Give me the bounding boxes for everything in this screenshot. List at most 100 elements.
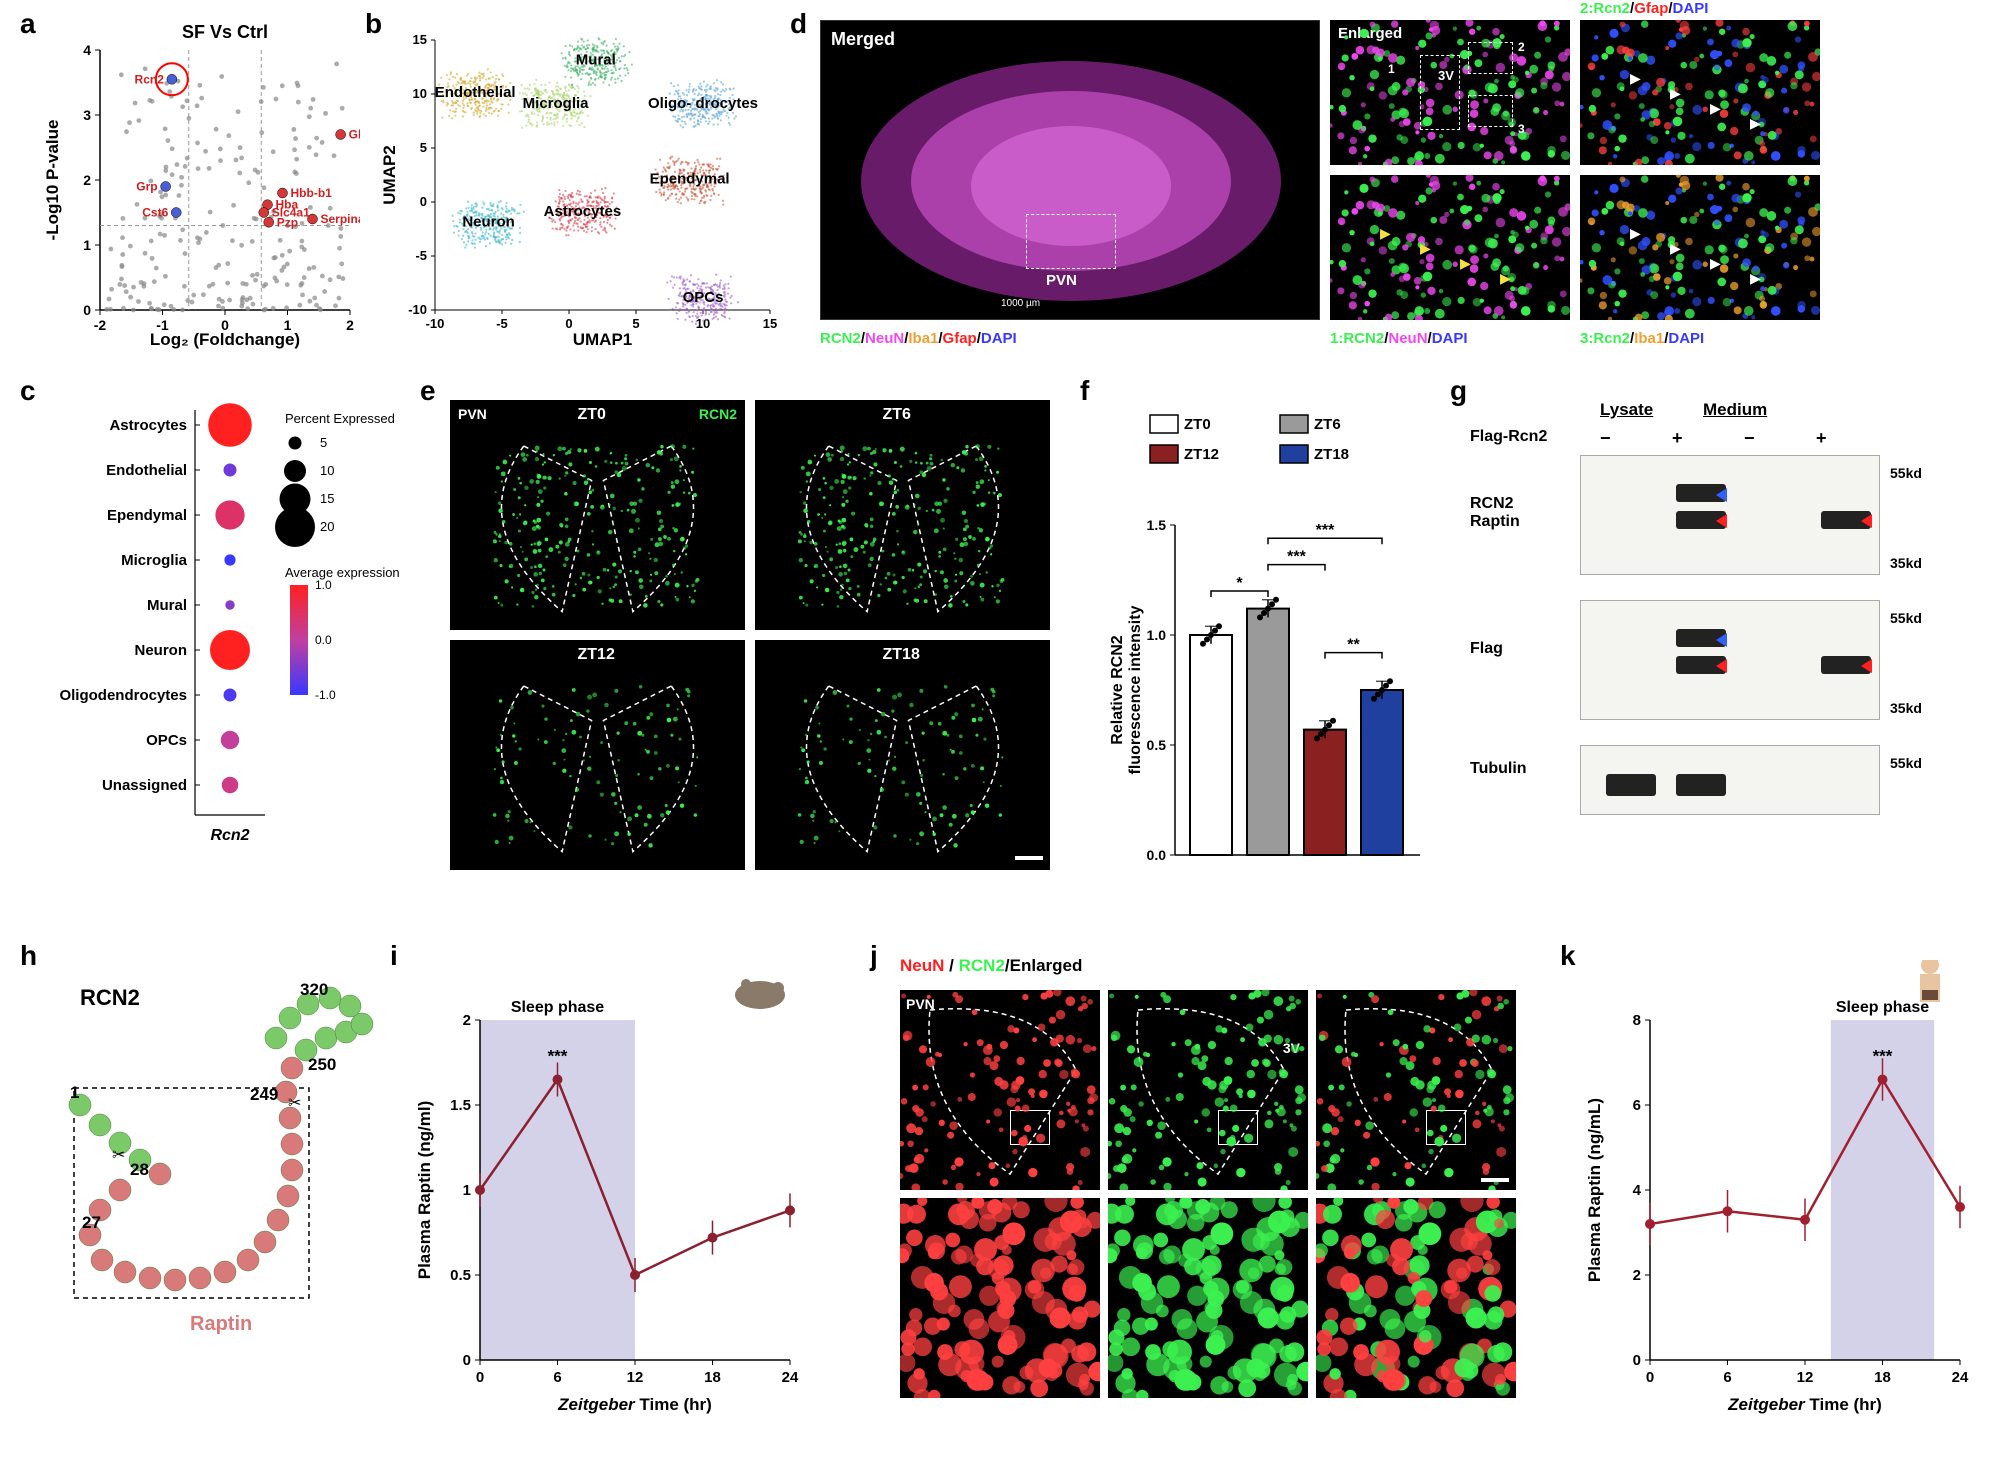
svg-text:Cst6: Cst6 (142, 206, 168, 220)
svg-text:Rcn2: Rcn2 (210, 827, 249, 844)
protein-schematic-h: RCN2✂✂12728249250320Raptin (40, 960, 380, 1440)
svg-text:Relative RCN2: Relative RCN2 (1109, 635, 1126, 744)
line-chart-k: Sleep phase0612182402468***Zeitgeber Tim… (1580, 960, 1980, 1440)
svg-text:0: 0 (1633, 1352, 1641, 1369)
svg-text:1: 1 (83, 237, 91, 253)
svg-text:12: 12 (627, 1369, 644, 1386)
svg-text:24: 24 (782, 1369, 799, 1386)
svg-text:5: 5 (420, 140, 427, 155)
svg-text:28: 28 (130, 1160, 149, 1179)
svg-text:RCN2: RCN2 (80, 985, 140, 1010)
svg-text:Microglia: Microglia (121, 552, 188, 569)
svg-text:0: 0 (83, 302, 91, 318)
svg-text:1: 1 (463, 1182, 471, 1199)
svg-text:0: 0 (565, 316, 572, 331)
svg-text:27: 27 (82, 1213, 101, 1232)
panel-letter-h: h (20, 940, 37, 972)
svg-text:-10: -10 (426, 316, 445, 331)
svg-text:10: 10 (413, 86, 427, 101)
svg-text:✂: ✂ (288, 1095, 301, 1112)
bar-chart-f: ZT0ZT6ZT12ZT180.00.51.01.5*********Relat… (1100, 395, 1440, 895)
svg-text:***: *** (1287, 549, 1306, 566)
svg-text:-5: -5 (496, 316, 508, 331)
svg-text:**: ** (1347, 637, 1360, 654)
svg-text:UMAP1: UMAP1 (573, 330, 633, 349)
svg-text:1.5: 1.5 (1147, 517, 1167, 533)
svg-text:Raptin: Raptin (190, 1313, 252, 1335)
svg-text:0.0: 0.0 (315, 633, 332, 647)
svg-text:Ependymal: Ependymal (650, 170, 730, 187)
svg-text:OPCs: OPCs (146, 732, 187, 749)
svg-text:6: 6 (553, 1369, 561, 1386)
svg-text:Glrx5: Glrx5 (349, 128, 360, 142)
svg-text:Sleep phase: Sleep phase (1836, 999, 1929, 1016)
dotplot: Astrocytes Endothelial Ependymal Microglia M… (40, 395, 420, 895)
panel-letter-a: a (20, 8, 36, 40)
svg-text:0: 0 (420, 194, 427, 209)
svg-text:0.5: 0.5 (450, 1267, 471, 1284)
svg-text:10: 10 (320, 463, 334, 478)
svg-text:-5: -5 (415, 248, 427, 263)
svg-text:Endothelial: Endothelial (106, 462, 187, 479)
svg-text:Mural: Mural (147, 597, 187, 614)
svg-text:Average expression: Average expression (285, 565, 400, 580)
svg-text:12: 12 (1797, 1369, 1814, 1386)
svg-text:0: 0 (476, 1369, 484, 1386)
umap-plot: -10-5051015-10-5051015MuralEndothelialMi… (380, 20, 780, 350)
svg-text:UMAP2: UMAP2 (380, 145, 399, 205)
svg-text:***: *** (1873, 1047, 1893, 1066)
panel-letter-c: c (20, 375, 36, 407)
panel-letter-e: e (420, 375, 436, 407)
panel-letter-d: d (790, 8, 807, 40)
svg-text:18: 18 (704, 1369, 721, 1386)
svg-text:Plasma Raptin (ng/mL): Plasma Raptin (ng/mL) (1585, 1098, 1604, 1282)
svg-text:***: *** (1316, 522, 1335, 539)
svg-text:249: 249 (250, 1085, 278, 1104)
svg-text:Plasma Raptin (ng/ml): Plasma Raptin (ng/ml) (415, 1101, 434, 1280)
svg-text:✂: ✂ (112, 1147, 125, 1164)
svg-text:8: 8 (1633, 1012, 1641, 1029)
svg-text:SF Vs Ctrl: SF Vs Ctrl (182, 22, 268, 42)
panel-letter-f: f (1080, 375, 1089, 407)
svg-text:15: 15 (763, 316, 777, 331)
svg-text:5: 5 (632, 316, 639, 331)
svg-text:Rcn2: Rcn2 (135, 72, 165, 86)
svg-text:OPCs: OPCs (683, 289, 724, 306)
svg-text:4: 4 (1633, 1182, 1642, 1199)
svg-text:18: 18 (1874, 1369, 1891, 1386)
svg-text:***: *** (548, 1047, 568, 1066)
svg-text:Zeitgeber Time (hr): Zeitgeber Time (hr) (557, 1395, 712, 1414)
svg-text:250: 250 (308, 1055, 336, 1074)
svg-text:5: 5 (320, 435, 327, 450)
svg-text:Percent Expressed: Percent Expressed (285, 411, 395, 426)
svg-text:2: 2 (463, 1012, 471, 1029)
microscopy-panel-d: Merged PVN 1000 µm Enlarged 1 2 3 3V ▶▶▶… (820, 20, 1980, 360)
svg-text:24: 24 (1952, 1369, 1969, 1386)
svg-text:Neuron: Neuron (462, 214, 515, 231)
svg-text:0.5: 0.5 (1147, 737, 1167, 753)
svg-text:Log₂ (Foldchange): Log₂ (Foldchange) (150, 330, 300, 349)
svg-text:Zeitgeber Time (hr): Zeitgeber Time (hr) (1727, 1395, 1882, 1414)
svg-text:0: 0 (463, 1352, 471, 1369)
svg-text:0: 0 (1646, 1369, 1654, 1386)
svg-text:Neuron: Neuron (135, 642, 188, 659)
svg-text:Mural: Mural (576, 52, 616, 69)
svg-text:2: 2 (1633, 1267, 1641, 1284)
svg-text:Pzp: Pzp (277, 215, 298, 229)
svg-text:1: 1 (70, 1083, 79, 1102)
svg-text:-Log10 P-value: -Log10 P-value (43, 120, 62, 241)
volcano-plot: SF Vs Ctrl-2-101201234Rcn2Glrx5GrpHbb-b1… (40, 20, 360, 350)
svg-text:20: 20 (320, 519, 334, 534)
svg-text:-1.0: -1.0 (315, 688, 336, 702)
svg-text:Serpina3k: Serpina3k (321, 212, 361, 226)
svg-text:Astrocytes: Astrocytes (109, 417, 187, 434)
svg-text:ZT6: ZT6 (1314, 416, 1341, 433)
svg-text:ZT12: ZT12 (1184, 446, 1219, 463)
svg-text:Astrocytes: Astrocytes (544, 203, 622, 220)
svg-text:3: 3 (83, 107, 91, 123)
svg-text:15: 15 (320, 491, 334, 506)
svg-text:Grp: Grp (136, 180, 157, 194)
svg-text:Ependymal: Ependymal (107, 507, 187, 524)
svg-text:fluorescence intensity: fluorescence intensity (1127, 605, 1144, 774)
svg-text:Endothelial: Endothelial (435, 84, 516, 101)
